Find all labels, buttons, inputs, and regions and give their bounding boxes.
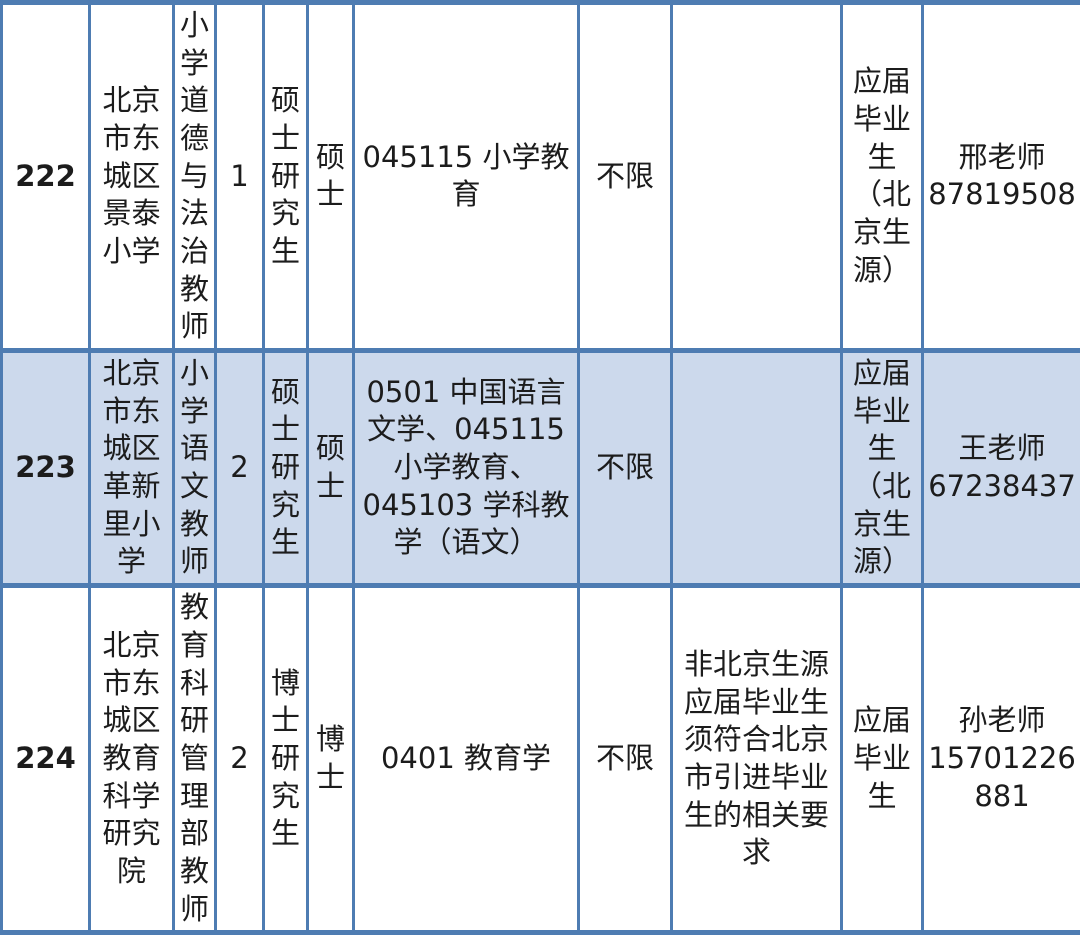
cell-contact: 邢老师 87819508 xyxy=(921,0,1080,353)
cell-school-name: 北京市东城区革新里小学 xyxy=(88,347,175,588)
cell-gender-requirement: 不限 xyxy=(577,582,673,935)
contact-name: 王老师 xyxy=(958,431,1046,466)
table-row: 224 北京市东城区教育科学研究院 教育科研管理部教师 2 博士研究生 博士 0… xyxy=(0,582,1080,935)
cell-row-number: 222 xyxy=(0,0,91,353)
contact-phone: 67238437 xyxy=(928,468,1076,503)
cell-education: 博士研究生 xyxy=(262,582,309,935)
cell-contact: 孙老师 15701226881 xyxy=(921,582,1080,935)
contact-phone: 15701226881 xyxy=(928,741,1076,813)
cell-headcount: 1 xyxy=(214,0,265,353)
table-row: 222 北京市东城区景泰小学 小学道德与法治教师 1 硕士研究生 硕士 0451… xyxy=(0,0,1080,353)
contact-phone: 87819508 xyxy=(928,177,1076,212)
contact-name: 邢老师 xyxy=(958,139,1046,174)
cell-contact: 王老师 67238437 xyxy=(921,347,1080,588)
cell-school-name: 北京市东城区景泰小学 xyxy=(88,0,175,353)
table-row-highlighted: 223 北京市东城区革新里小学 小学语文教师 2 硕士研究生 硕士 0501 中… xyxy=(0,347,1080,588)
cell-education: 硕士研究生 xyxy=(262,347,309,588)
cell-other-requirement xyxy=(670,0,843,353)
cell-gender-requirement: 不限 xyxy=(577,0,673,353)
cell-graduate-source: 应届毕业生（北京生源） xyxy=(840,0,924,353)
cell-position: 小学语文教师 xyxy=(172,347,217,588)
cell-school-name: 北京市东城区教育科学研究院 xyxy=(88,582,175,935)
cell-degree: 硕士 xyxy=(306,347,355,588)
cell-graduate-source: 应届毕业生（北京生源） xyxy=(840,347,924,588)
cell-headcount: 2 xyxy=(214,347,265,588)
cell-education: 硕士研究生 xyxy=(262,0,309,353)
cell-major: 0501 中国语言文学、045115 小学教育、045103 学科教学（语文） xyxy=(352,347,580,588)
cell-gender-requirement: 不限 xyxy=(577,347,673,588)
cell-degree: 博士 xyxy=(306,582,355,935)
cell-degree: 硕士 xyxy=(306,0,355,353)
cell-other-requirement xyxy=(670,347,843,588)
contact-name: 孙老师 xyxy=(958,703,1046,738)
cell-other-requirement: 非北京生源应届毕业生须符合北京市引进毕业生的相关要求 xyxy=(670,582,843,935)
cell-major: 045115 小学教育 xyxy=(352,0,580,353)
cell-position: 教育科研管理部教师 xyxy=(172,582,217,935)
cell-position: 小学道德与法治教师 xyxy=(172,0,217,353)
cell-graduate-source: 应届毕业生 xyxy=(840,582,924,935)
cell-row-number: 223 xyxy=(0,347,91,588)
cell-headcount: 2 xyxy=(214,582,265,935)
cell-major: 0401 教育学 xyxy=(352,582,580,935)
cell-row-number: 224 xyxy=(0,582,91,935)
